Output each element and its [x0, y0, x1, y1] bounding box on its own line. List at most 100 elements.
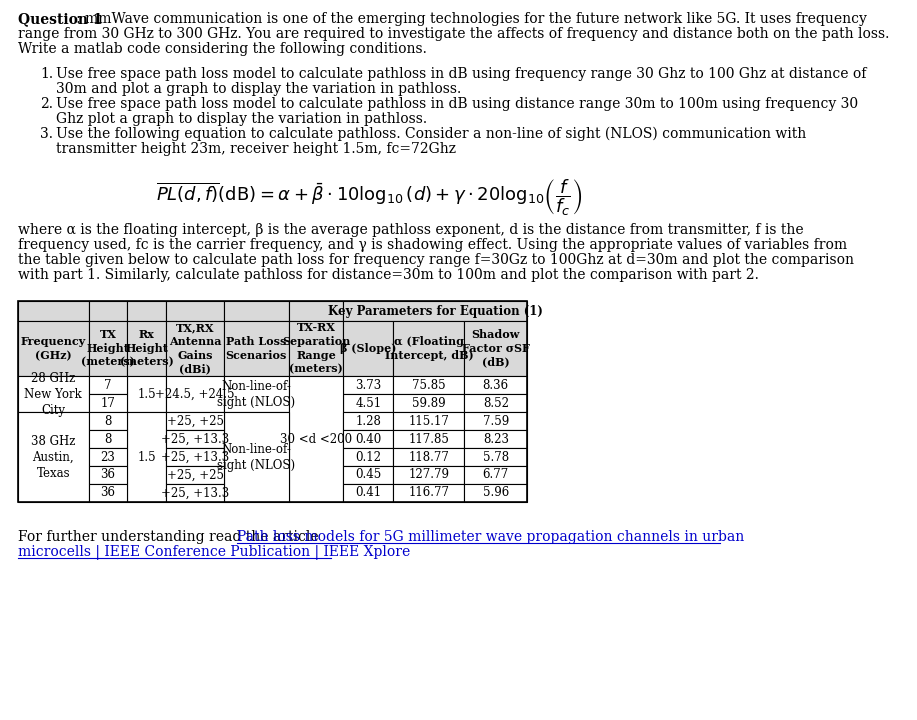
Text: +25, +25: +25, +25	[167, 415, 224, 428]
Bar	[344, 484, 393, 502]
Text: 115.17: 115.17	[408, 415, 449, 428]
Text: TX-RX
Separation
Range
(meters): TX-RX Separation Range (meters)	[282, 323, 350, 374]
Bar	[393, 466, 464, 484]
Text: For further understanding read the article: For further understanding read the artic…	[17, 530, 323, 544]
Bar	[166, 301, 224, 321]
Text: 117.85: 117.85	[408, 433, 449, 446]
Text: Use the following equation to calculate pathloss. Consider a non-line of sight (: Use the following equation to calculate …	[57, 127, 807, 141]
Bar	[464, 448, 527, 466]
Bar	[344, 301, 527, 321]
Text: 0.41: 0.41	[356, 487, 381, 500]
Bar	[89, 301, 127, 321]
Text: 1.5: 1.5	[138, 387, 156, 400]
Text: 38 GHz
Austin,
Texas: 38 GHz Austin, Texas	[31, 434, 75, 480]
Text: 1.: 1.	[40, 67, 53, 81]
Bar	[127, 301, 166, 321]
Bar	[464, 430, 527, 448]
Bar	[464, 484, 527, 502]
Text: transmitter height 23m, receiver height 1.5m, fc=72Ghz: transmitter height 23m, receiver height …	[57, 142, 457, 156]
Text: 36: 36	[101, 469, 116, 482]
Bar	[464, 412, 527, 430]
Text: Key Parameters for Equation (1): Key Parameters for Equation (1)	[328, 305, 543, 318]
Bar	[344, 466, 393, 484]
Bar	[344, 376, 393, 394]
Bar	[344, 394, 393, 412]
Text: : mmWave communication is one of the emerging technologies for the future networ: : mmWave communication is one of the eme…	[76, 12, 867, 26]
Bar	[344, 448, 393, 466]
Text: microcells | IEEE Conference Publication | IEEE Xplore: microcells | IEEE Conference Publication…	[17, 545, 410, 560]
Bar	[289, 301, 344, 321]
Bar	[17, 321, 89, 376]
Bar	[344, 412, 393, 430]
Bar	[127, 412, 166, 502]
Text: range from 30 GHz to 300 GHz. You are required to investigate the affects of fre: range from 30 GHz to 300 GHz. You are re…	[17, 27, 889, 41]
Bar	[166, 321, 224, 376]
Text: 8.23: 8.23	[482, 433, 509, 446]
Text: 2.: 2.	[40, 97, 53, 111]
Text: 7: 7	[105, 379, 112, 392]
Text: 8: 8	[105, 433, 112, 446]
Text: +25, +25: +25, +25	[167, 469, 224, 482]
Text: Shadow
Factor σSF
(dB): Shadow Factor σSF (dB)	[462, 329, 530, 368]
Bar	[89, 376, 127, 394]
Text: 8.36: 8.36	[482, 379, 509, 392]
Bar	[89, 484, 127, 502]
Bar	[89, 412, 127, 430]
Text: 4.51: 4.51	[356, 397, 381, 410]
Text: TX
Height
(meters): TX Height (meters)	[81, 329, 135, 368]
Text: 23: 23	[101, 451, 116, 464]
Bar	[464, 321, 527, 376]
Text: the table given below to calculate path loss for frequency range f=30Gz to 100Gh: the table given below to calculate path …	[17, 253, 854, 267]
Text: 30m and plot a graph to display the variation in pathloss.: 30m and plot a graph to display the vari…	[57, 82, 461, 96]
Text: with part 1. Similarly, calculate pathloss for distance=30m to 100m and plot the: with part 1. Similarly, calculate pathlo…	[17, 268, 758, 282]
Bar	[224, 301, 289, 321]
Text: 127.79: 127.79	[408, 469, 449, 482]
Bar	[393, 394, 464, 412]
Bar	[224, 412, 289, 502]
Text: 17: 17	[101, 397, 116, 410]
Bar	[17, 301, 527, 502]
Bar	[464, 376, 527, 394]
Bar	[127, 321, 166, 376]
Text: $\overline{PL(d,f)}(\mathrm{dB}) = \alpha + \bar{\beta} \cdot 10\log_{10}(d) + \: $\overline{PL(d,f)}(\mathrm{dB}) = \alph…	[156, 177, 582, 217]
Text: 28 GHz
New York
City: 28 GHz New York City	[25, 372, 83, 416]
Bar	[393, 448, 464, 466]
Text: Write a matlab code considering the following conditions.: Write a matlab code considering the foll…	[17, 42, 426, 56]
Text: +24.5, +24.5: +24.5, +24.5	[155, 387, 235, 400]
Bar	[89, 448, 127, 466]
Text: 6.77: 6.77	[482, 469, 509, 482]
Bar	[166, 430, 224, 448]
Bar	[344, 430, 393, 448]
Bar	[166, 484, 224, 502]
Text: 0.40: 0.40	[355, 433, 381, 446]
Bar	[464, 394, 527, 412]
Text: where α is the floating intercept, β is the average pathloss exponent, d is the : where α is the floating intercept, β is …	[17, 223, 803, 237]
Bar	[17, 376, 89, 412]
Text: 0.12: 0.12	[356, 451, 381, 464]
Bar	[393, 430, 464, 448]
Text: 36: 36	[101, 487, 116, 500]
Bar	[17, 301, 89, 321]
Bar	[166, 448, 224, 466]
Text: +25, +13.3: +25, +13.3	[161, 487, 229, 500]
Text: 59.89: 59.89	[412, 397, 446, 410]
Text: Non-line-of-
sight (NLOS): Non-line-of- sight (NLOS)	[217, 443, 295, 472]
Text: Frequency
(GHz): Frequency (GHz)	[20, 336, 86, 361]
Text: frequency used, fc is the carrier frequency, and γ is shadowing effect. Using th: frequency used, fc is the carrier freque…	[17, 238, 847, 252]
Bar	[166, 466, 224, 484]
Text: Ghz plot a graph to display the variation in pathloss.: Ghz plot a graph to display the variatio…	[57, 112, 427, 126]
Text: 5.96: 5.96	[482, 487, 509, 500]
Text: Rx
Height
(meters): Rx Height (meters)	[120, 329, 173, 368]
Bar	[393, 484, 464, 502]
Bar	[224, 376, 289, 412]
Text: 0.45: 0.45	[355, 469, 381, 482]
Text: 8.52: 8.52	[482, 397, 509, 410]
Text: 1.5: 1.5	[138, 451, 156, 464]
Bar	[17, 412, 89, 502]
Text: 3.73: 3.73	[355, 379, 381, 392]
Bar	[89, 466, 127, 484]
Text: 3.: 3.	[40, 127, 53, 141]
Bar	[89, 394, 127, 412]
Text: 7.59: 7.59	[482, 415, 509, 428]
Text: 8: 8	[105, 415, 112, 428]
